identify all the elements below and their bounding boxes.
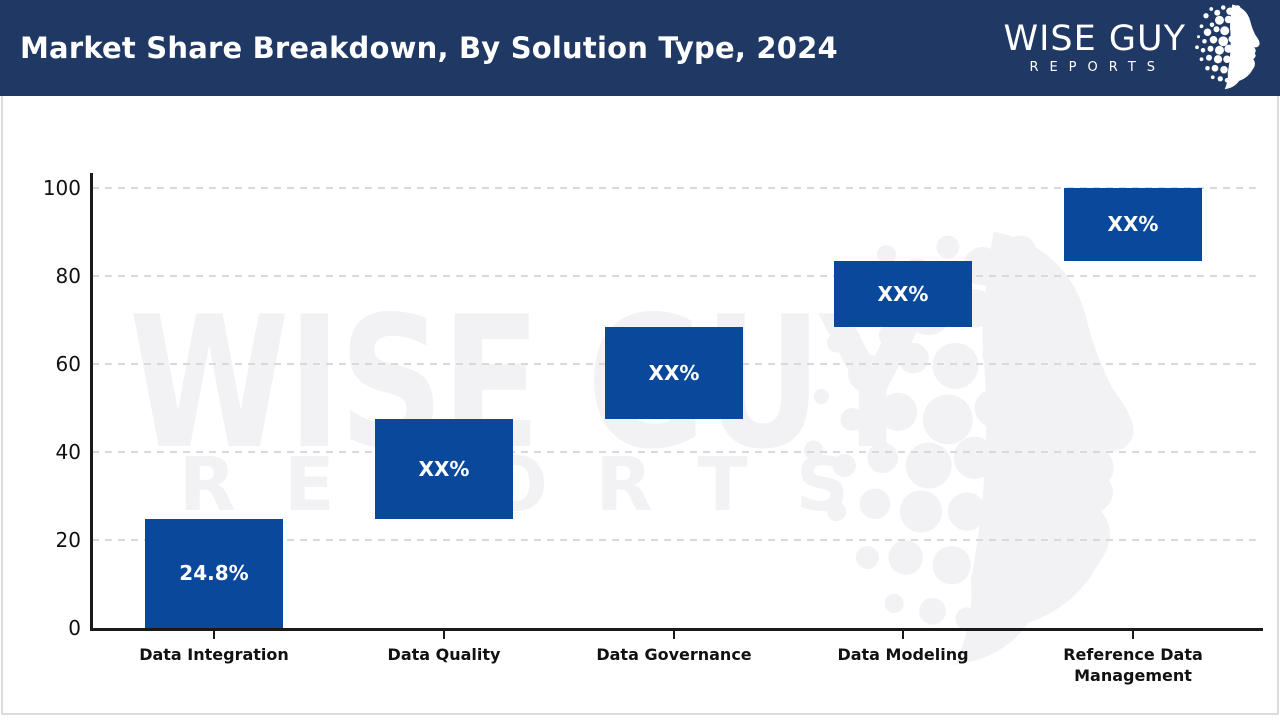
- y-tick-label-100: 100: [42, 176, 81, 200]
- page-title: Market Share Breakdown, By Solution Type…: [20, 31, 838, 65]
- logo-wordmark: WISE GUY: [1003, 19, 1186, 60]
- bar-value-label-3: XX%: [877, 281, 929, 306]
- x-tick-2: [673, 631, 675, 639]
- bar-3: XX%: [834, 260, 972, 327]
- grid-line-100: [92, 187, 1259, 189]
- header-bar: Market Share Breakdown, By Solution Type…: [0, 0, 1280, 96]
- y-axis-spine: [90, 173, 93, 630]
- x-category-label-0: Data Integration: [139, 645, 289, 664]
- wiseguy-logo: WISE GUY REPORTS: [1003, 3, 1266, 93]
- bar-0: 24.8%: [145, 518, 283, 628]
- bar-value-label-0: 24.8%: [179, 561, 249, 586]
- x-tick-3: [902, 631, 904, 639]
- watermark-subtitle: REPORTS: [179, 442, 898, 528]
- chart-card: WISE GUY REPORTS 0 20 40 60 80 100 24.8% Data I…: [1, 96, 1279, 715]
- bar-value-label-1: XX%: [418, 456, 470, 481]
- bar-value-label-2: XX%: [648, 360, 700, 385]
- y-tick-label-80: 80: [55, 264, 81, 288]
- grid-line-20: [92, 539, 1259, 541]
- y-tick-label-20: 20: [55, 528, 81, 552]
- bar-4: XX%: [1064, 188, 1202, 261]
- x-category-label-4: Reference Data Management: [1063, 645, 1203, 685]
- y-tick-label-0: 0: [68, 616, 81, 640]
- watermark-wordmark: WISE GUY: [129, 277, 925, 489]
- x-category-label-2: Data Governance: [596, 645, 752, 664]
- y-tick-label-60: 60: [55, 352, 81, 376]
- x-tick-0: [213, 631, 215, 639]
- y-tick-label-40: 40: [55, 440, 81, 464]
- grid-line-40: [92, 451, 1259, 453]
- x-tick-1: [443, 631, 445, 639]
- face-dots-logo-icon: [1188, 3, 1266, 93]
- bar-2: XX%: [605, 326, 743, 419]
- x-tick-4: [1132, 631, 1134, 639]
- x-axis-spine: [90, 628, 1263, 631]
- logo-subtitle: REPORTS: [1029, 59, 1167, 75]
- bar-value-label-4: XX%: [1107, 212, 1159, 237]
- x-category-label-1: Data Quality: [387, 645, 501, 664]
- x-category-label-3: Data Modeling: [837, 645, 969, 664]
- logo-text: WISE GUY REPORTS: [1003, 21, 1186, 75]
- bar-1: XX%: [375, 419, 513, 519]
- grid-line-80: [92, 275, 1259, 277]
